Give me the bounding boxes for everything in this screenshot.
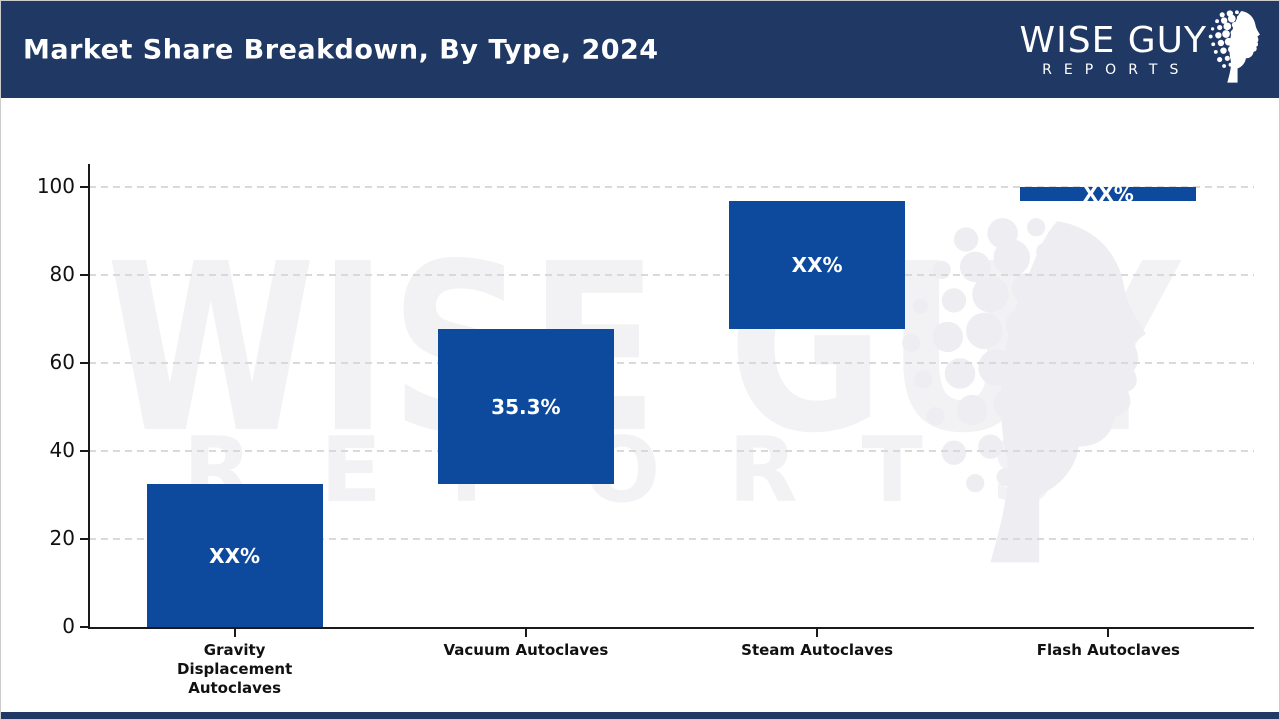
- x-axis-category-label-line: Gravity: [203, 641, 266, 659]
- y-axis-tick-label: 0: [62, 614, 75, 638]
- x-axis-tick-mark: [816, 629, 819, 637]
- y-axis-tick-label: 60: [49, 350, 75, 374]
- y-axis-spine: [88, 164, 90, 629]
- x-axis-category-label: Flash Autoclaves: [998, 641, 1218, 660]
- x-axis-tick-mark: [1107, 629, 1110, 637]
- y-axis-tick-mark: [80, 626, 89, 628]
- x-axis-tick-mark: [233, 629, 236, 637]
- x-axis-category-label-line: Displacement: [177, 660, 293, 678]
- y-axis-tick-mark: [80, 274, 89, 276]
- x-axis-category-label: Steam Autoclaves: [707, 641, 927, 660]
- y-axis-tick-label: 20: [49, 526, 75, 550]
- y-axis-tick-label: 100: [36, 174, 75, 198]
- footer-bar: [1, 712, 1279, 719]
- header-bar: Market Share Breakdown, By Type, 2024 WI…: [1, 1, 1279, 98]
- x-axis-category-label: Gravity Displacement Autoclaves: [125, 641, 345, 698]
- x-axis-category-label-line: Autoclaves: [188, 679, 282, 697]
- y-axis-tick-mark: [80, 362, 89, 364]
- bar-value-label: XX%: [1082, 181, 1134, 206]
- x-axis-category-label-line: Vacuum Autoclaves: [443, 641, 609, 659]
- bar-value-label: 35.3%: [491, 394, 561, 419]
- y-gridline: [89, 362, 1254, 364]
- bar-segment: [1020, 187, 1197, 201]
- bar-value-label: XX%: [209, 543, 261, 568]
- bar-value-label: XX%: [791, 252, 843, 277]
- y-axis-tick-mark: [80, 186, 89, 188]
- y-gridline: [89, 274, 1254, 276]
- y-axis-tick-mark: [80, 450, 89, 452]
- x-axis-category-label: Vacuum Autoclaves: [416, 641, 636, 660]
- logo-text: WISE GUY REPORTS: [1019, 19, 1208, 78]
- bar-segment: [146, 484, 323, 627]
- y-axis-tick-mark: [80, 538, 89, 540]
- x-axis-category-label-line: Steam Autoclaves: [741, 641, 894, 659]
- x-axis-spine: [88, 627, 1254, 629]
- logo-reports-label: REPORTS: [1042, 61, 1191, 78]
- x-axis-tick-mark: [524, 629, 527, 637]
- bar-segment: [437, 329, 614, 485]
- y-gridline: [89, 186, 1254, 188]
- watermark-reports-text: REPORTS: [183, 418, 1124, 523]
- x-axis-category-label-line: Flash Autoclaves: [1036, 641, 1180, 659]
- y-gridline: [89, 450, 1254, 452]
- wise-guy-reports-logo: WISE GUY REPORTS: [1020, 5, 1268, 95]
- page-title: Market Share Breakdown, By Type, 2024: [23, 34, 659, 65]
- bar-segment: [729, 200, 906, 330]
- y-axis-tick-label: 80: [49, 262, 75, 286]
- logo-wiseguy-label: WISE GUY: [1019, 19, 1207, 61]
- y-axis-tick-label: 40: [49, 438, 75, 462]
- y-gridline: [89, 538, 1254, 540]
